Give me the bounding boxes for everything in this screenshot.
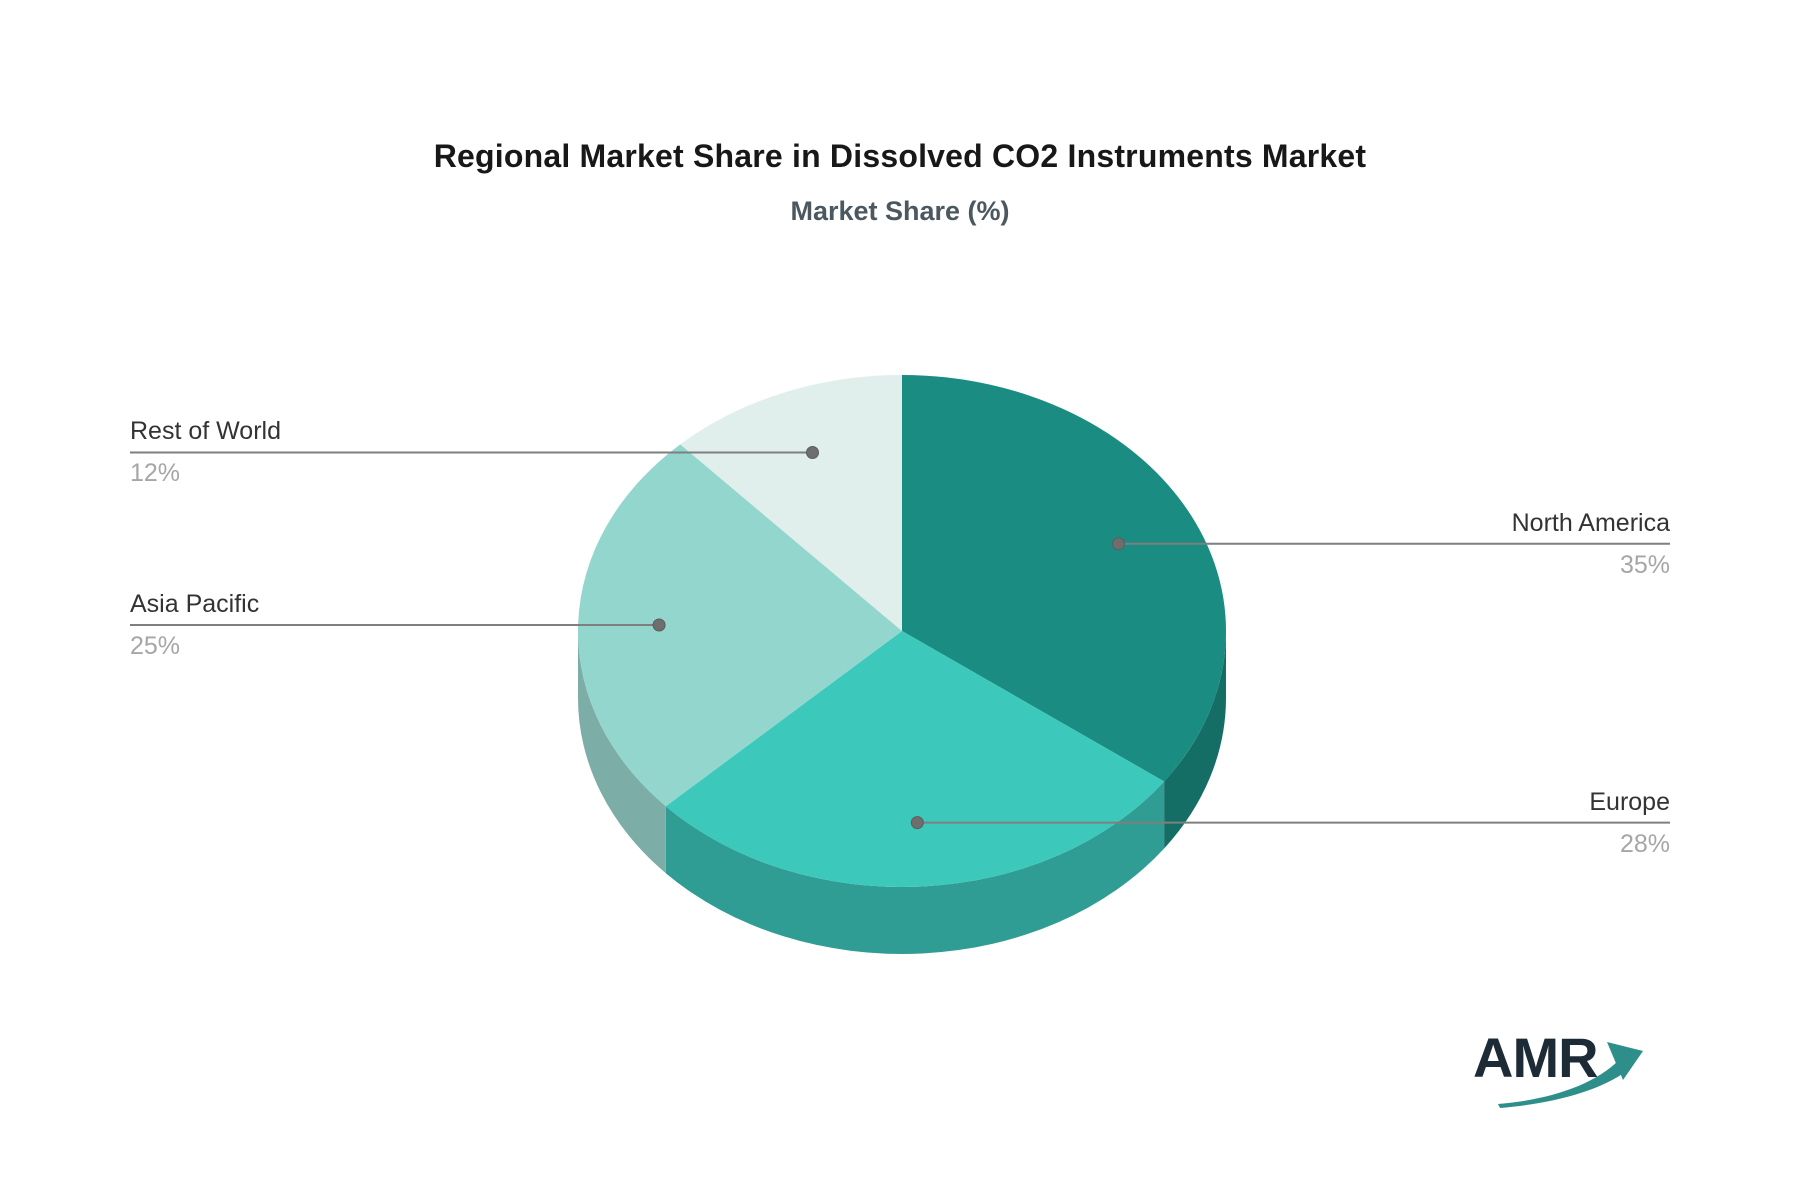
slice-label-text: Rest of World [130, 417, 281, 446]
chart-title: Regional Market Share in Dissolved CO2 I… [433, 138, 1367, 174]
amr-logo-text: AMR [1473, 1026, 1599, 1089]
leader-dot-asia-pacific [652, 618, 666, 632]
pie-side-europe [665, 781, 1165, 954]
callout-asia-pacific: Asia Pacific 25% [130, 589, 259, 659]
chart-subtitle: Market Share (%) [790, 196, 1010, 226]
pie-slice-rest-of-world [680, 375, 902, 631]
pie-slice-asia-pacific [577, 444, 902, 807]
slice-label-text: Asia Pacific [130, 589, 260, 618]
leader-dot-rest-of-world [806, 446, 819, 459]
slice-percent-text: 28% [1619, 829, 1670, 858]
pie-side-north-america [1164, 631, 1226, 849]
pie-side-asia-pacific [578, 631, 666, 874]
callout-north-america: North America 35% [1512, 508, 1670, 578]
leader-dot-north-america [1112, 537, 1125, 551]
slice-label-text: Europe [1589, 787, 1670, 816]
amr-logo: AMR [1473, 1030, 1663, 1115]
leader-dot-europe [910, 816, 924, 830]
slice-percent-text: 12% [130, 459, 181, 488]
slice-percent-text: 35% [1619, 550, 1670, 579]
slice-percent-text: 25% [130, 631, 181, 660]
callout-europe: Europe 28% [1589, 787, 1670, 857]
growth-arrow-icon [1498, 1042, 1643, 1108]
callout-rest-of-world: Rest of World 12% [130, 416, 281, 486]
pie-slice-north-america [902, 375, 1226, 782]
slice-label-text: North America [1511, 508, 1670, 537]
